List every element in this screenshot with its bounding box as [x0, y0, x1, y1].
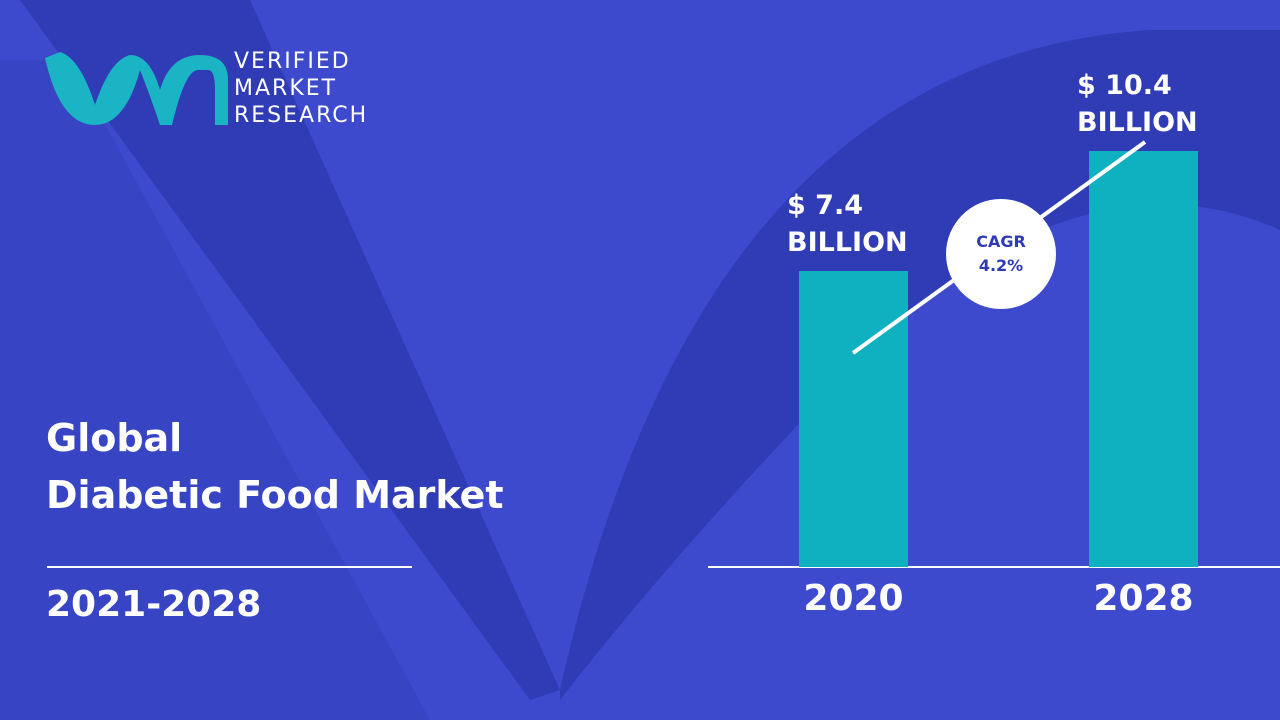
- logo-mark: [45, 52, 228, 125]
- cagr-badge: [946, 199, 1056, 309]
- brand-text: MARKET: [234, 76, 338, 101]
- brand-text: VERIFIED: [234, 49, 351, 74]
- value-label: $ 7.4 BILLION: [787, 190, 908, 258]
- bar: [799, 271, 908, 567]
- brand-text: RESEARCH: [234, 103, 369, 128]
- period: 2021-2028: [46, 584, 262, 625]
- value-label: $ 10.4 BILLION: [1077, 70, 1198, 138]
- x-tick-label: 2028: [1093, 578, 1194, 619]
- cagr-label: CAGR: [976, 232, 1026, 251]
- title: Global: [46, 416, 183, 460]
- bg-shape: [0, 60, 430, 720]
- x-tick-label: 2020: [803, 578, 904, 619]
- title: Diabetic Food Market: [46, 473, 504, 517]
- cagr-value: 4.2%: [978, 256, 1024, 275]
- bar: [1089, 151, 1198, 567]
- bg-shape: [20, 0, 560, 700]
